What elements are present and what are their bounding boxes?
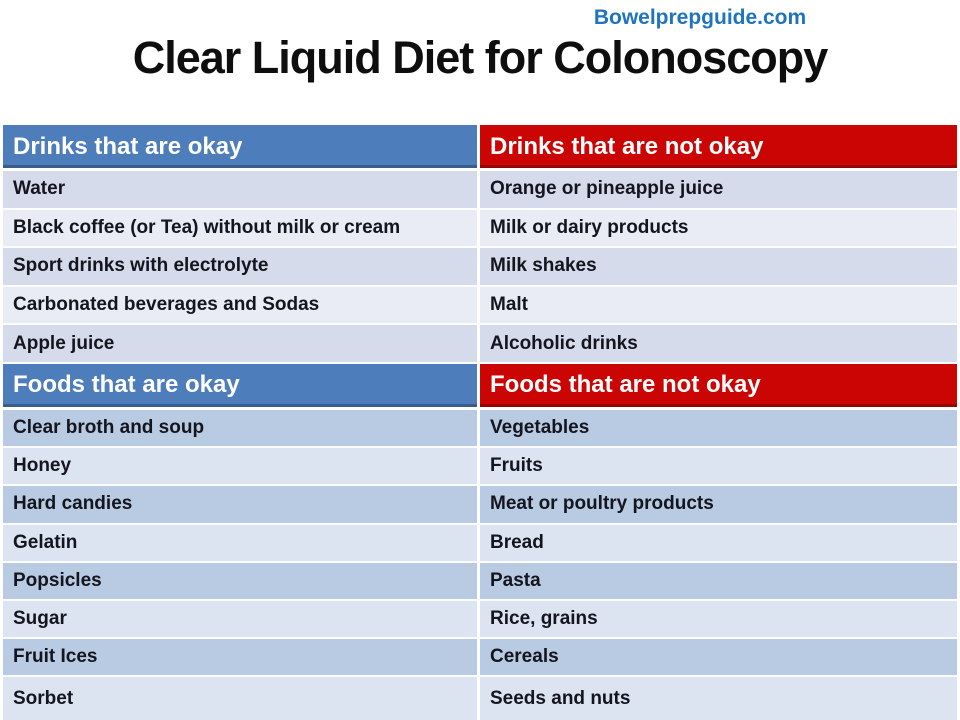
foods-not-okay-item-3: Bread (480, 524, 957, 561)
foods-okay-item-4: Popsicles (3, 562, 480, 599)
foods-okay-item-3: Gelatin (3, 524, 480, 561)
drinks-okay-header: Drinks that are okay (3, 125, 480, 168)
foods-not-okay-item-7: Seeds and nuts (480, 677, 957, 720)
table-row: Sorbet Seeds and nuts (3, 677, 957, 720)
drinks-not-okay-item-1: Milk or dairy products (480, 209, 957, 247)
page-title: Clear Liquid Diet for Colonoscopy (132, 32, 829, 83)
foods-not-okay-item-5: Rice, grains (480, 600, 957, 638)
table-row: Sport drinks with electrolyte Milk shakes (3, 248, 957, 287)
website-name: Bowelprepguide.com (593, 6, 807, 29)
table-row: Fruit Ices Cereals (3, 639, 957, 678)
drinks-not-okay-item-2: Milk shakes (480, 248, 957, 285)
table-row: Honey Fruits (3, 448, 957, 487)
foods-okay-header: Foods that are okay (3, 363, 480, 407)
foods-okay-item-1: Honey (3, 448, 480, 485)
diet-table: Drinks that are okay Drinks that are not … (3, 125, 957, 720)
table-row: Carbonated beverages and Sodas Malt (3, 286, 957, 326)
foods-okay-item-7: Sorbet (3, 677, 480, 720)
table-row: Sugar Rice, grains (3, 600, 957, 640)
drinks-not-okay-item-4: Alcoholic drinks (480, 325, 957, 362)
table-row: Hard candies Meat or poultry products (3, 486, 957, 525)
foods-okay-item-0: Clear broth and soup (3, 409, 480, 447)
drinks-header-row: Drinks that are okay Drinks that are not … (3, 125, 957, 171)
table-row: Apple juice Alcoholic drinks (3, 325, 957, 364)
foods-not-okay-item-6: Cereals (480, 639, 957, 676)
foods-header-row: Foods that are okay Foods that are not ok… (3, 363, 957, 410)
drinks-not-okay-item-3: Malt (480, 286, 957, 324)
drinks-not-okay-header: Drinks that are not okay (480, 125, 957, 168)
table-row: Water Orange or pineapple juice (3, 171, 957, 210)
foods-okay-item-2: Hard candies (3, 486, 480, 523)
foods-not-okay-item-0: Vegetables (480, 409, 957, 447)
foods-okay-item-5: Sugar (3, 600, 480, 638)
table-row: Black coffee (or Tea) without milk or cr… (3, 209, 957, 249)
drinks-not-okay-item-0: Orange or pineapple juice (480, 171, 957, 208)
foods-not-okay-header: Foods that are not okay (480, 363, 957, 407)
table-row: Popsicles Pasta (3, 562, 957, 601)
drinks-okay-item-2: Sport drinks with electrolyte (3, 248, 480, 285)
table-row: Gelatin Bread (3, 524, 957, 563)
foods-okay-item-6: Fruit Ices (3, 639, 480, 676)
drinks-okay-item-0: Water (3, 171, 480, 208)
foods-not-okay-item-4: Pasta (480, 562, 957, 599)
foods-not-okay-item-1: Fruits (480, 448, 957, 485)
foods-not-okay-item-2: Meat or poultry products (480, 486, 957, 523)
drinks-okay-item-4: Apple juice (3, 325, 480, 362)
drinks-okay-item-1: Black coffee (or Tea) without milk or cr… (3, 209, 480, 247)
table-row: Clear broth and soup Vegetables (3, 409, 957, 449)
drinks-okay-item-3: Carbonated beverages and Sodas (3, 286, 480, 324)
